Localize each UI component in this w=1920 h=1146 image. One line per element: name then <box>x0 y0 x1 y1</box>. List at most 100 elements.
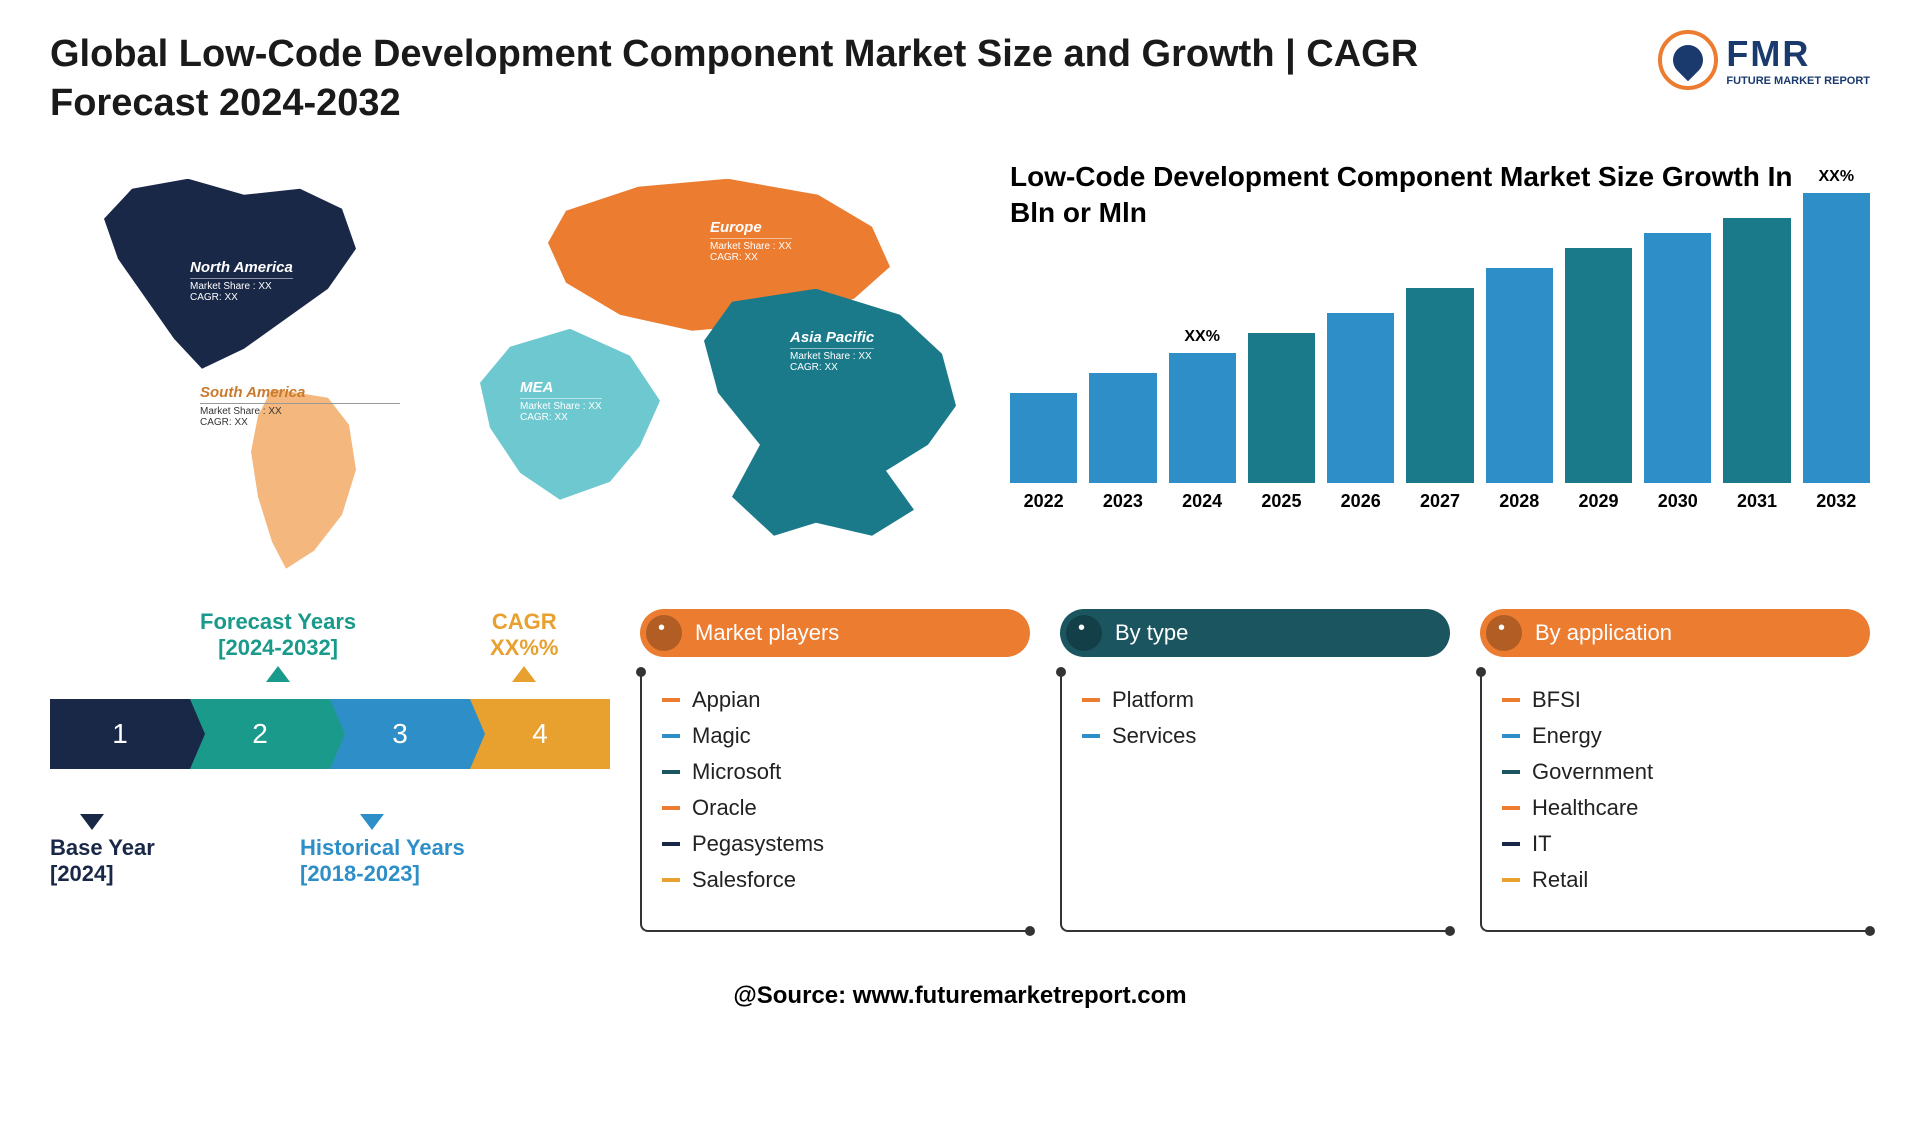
bullet-icon <box>1502 878 1520 882</box>
chart-bar <box>1248 333 1315 483</box>
bullet-icon <box>662 842 680 846</box>
source-attribution: @Source: www.futuremarketreport.com <box>50 982 1870 1010</box>
list-item-label: Energy <box>1532 723 1602 749</box>
tl-seg-2: 2 <box>190 699 330 769</box>
bullet-icon <box>662 734 680 738</box>
bar-year-label: 2027 <box>1420 491 1460 512</box>
bullet-icon <box>1502 770 1520 774</box>
bar-year-label: 2022 <box>1024 491 1064 512</box>
list-item-label: Oracle <box>692 795 757 821</box>
region-mea-name: MEA <box>520 379 602 396</box>
card-body: Platform Services <box>1060 672 1450 932</box>
list-item-label: BFSI <box>1532 687 1581 713</box>
card-body: Appian Magic Microsoft Oracle Pegasystems Sal… <box>640 672 1030 932</box>
bullet-icon <box>1082 698 1100 702</box>
chart-bar <box>1565 248 1632 483</box>
bar-year-label: 2032 <box>1816 491 1856 512</box>
bullet-icon <box>1502 734 1520 738</box>
list-item: IT <box>1502 831 1850 857</box>
chart-bar <box>1169 353 1236 483</box>
chart-bar <box>1644 233 1711 483</box>
header: Global Low-Code Development Component Ma… <box>50 30 1870 129</box>
card-header: Market players <box>640 609 1030 657</box>
list-item-label: IT <box>1532 831 1552 857</box>
bar-year-label: 2028 <box>1499 491 1539 512</box>
tl-seg-1: 1 <box>50 699 190 769</box>
logo-sub-text: FUTURE MARKET REPORT <box>1726 75 1870 87</box>
chart-bar <box>1723 218 1790 483</box>
card-by-type: By type Platform Services <box>1060 609 1450 932</box>
list-item: Retail <box>1502 867 1850 893</box>
list-item: Appian <box>662 687 1010 713</box>
bullet-icon <box>662 770 680 774</box>
bar-chart: Low-Code Development Component Market Si… <box>1010 149 1870 569</box>
page-title: Global Low-Code Development Component Ma… <box>50 30 1550 129</box>
list-item-label: Platform <box>1112 687 1194 713</box>
top-row: North AmericaMarket Share : XXCAGR: XX S… <box>50 149 1870 569</box>
logo-main-text: FMR <box>1726 33 1870 75</box>
list-item-label: Salesforce <box>692 867 796 893</box>
tl-seg-4: 4 <box>470 699 610 769</box>
logo-icon <box>1658 30 1718 90</box>
tl-seg-3: 3 <box>330 699 470 769</box>
timeline: Forecast Years[2024-2032] CAGRXX%% 1 2 3… <box>50 609 610 932</box>
list-item: Magic <box>662 723 1010 749</box>
list-item: Oracle <box>662 795 1010 821</box>
list-item: Energy <box>1502 723 1850 749</box>
list-item: BFSI <box>1502 687 1850 713</box>
bullet-icon <box>662 698 680 702</box>
bar-annotation: XX% <box>1818 168 1854 186</box>
world-map: North AmericaMarket Share : XXCAGR: XX S… <box>50 149 970 569</box>
bullet-icon <box>1502 842 1520 846</box>
bar-annotation: XX% <box>1184 328 1220 346</box>
card-body: BFSI Energy Government Healthcare IT Retail <box>1480 672 1870 932</box>
list-item: Salesforce <box>662 867 1010 893</box>
fmr-logo: FMR FUTURE MARKET REPORT <box>1658 30 1870 90</box>
list-item: Pegasystems <box>662 831 1010 857</box>
timeline-bar: 1 2 3 4 <box>50 699 610 769</box>
list-item-label: Retail <box>1532 867 1588 893</box>
card-by-application: By application BFSI Energy Government Healt… <box>1480 609 1870 932</box>
list-item: Platform <box>1082 687 1430 713</box>
list-item-label: Appian <box>692 687 761 713</box>
card-header: By type <box>1060 609 1450 657</box>
region-sa-name: South America <box>200 384 400 401</box>
bullet-icon <box>662 806 680 810</box>
forecast-label: Forecast Years[2024-2032] <box>200 609 356 687</box>
list-item-label: Healthcare <box>1532 795 1638 821</box>
chart-bar <box>1089 373 1156 483</box>
chart-bar <box>1803 193 1870 483</box>
bullet-icon <box>662 878 680 882</box>
bullet-icon <box>1502 806 1520 810</box>
list-item-label: Microsoft <box>692 759 781 785</box>
chart-bars: 2022 2023 XX% 2024 2025 2026 2027 2028 2029 2030 2… <box>1010 252 1870 512</box>
card-header: By application <box>1480 609 1870 657</box>
region-eu-name: Europe <box>710 219 792 236</box>
bar-year-label: 2029 <box>1578 491 1618 512</box>
list-item: Services <box>1082 723 1430 749</box>
bar-year-label: 2025 <box>1261 491 1301 512</box>
chart-bar <box>1486 268 1553 483</box>
bar-year-label: 2031 <box>1737 491 1777 512</box>
cagr-label: CAGRXX%% <box>490 609 558 687</box>
bar-year-label: 2026 <box>1341 491 1381 512</box>
bottom-row: Forecast Years[2024-2032] CAGRXX%% 1 2 3… <box>50 609 1870 932</box>
bullet-icon <box>1082 734 1100 738</box>
region-ap-name: Asia Pacific <box>790 329 874 346</box>
bar-year-label: 2024 <box>1182 491 1222 512</box>
list-item-label: Government <box>1532 759 1653 785</box>
bullet-icon <box>1502 698 1520 702</box>
bar-year-label: 2023 <box>1103 491 1143 512</box>
list-item: Microsoft <box>662 759 1010 785</box>
chart-bar <box>1406 288 1473 483</box>
list-item-label: Pegasystems <box>692 831 824 857</box>
list-item-label: Services <box>1112 723 1196 749</box>
chart-bar <box>1010 393 1077 483</box>
chart-bar <box>1327 313 1394 483</box>
region-na-name: North America <box>190 259 293 276</box>
base-year-label: Base Year[2024] <box>50 809 155 887</box>
bar-year-label: 2030 <box>1658 491 1698 512</box>
list-item: Healthcare <box>1502 795 1850 821</box>
list-item-label: Magic <box>692 723 751 749</box>
historical-label: Historical Years[2018-2023] <box>300 809 465 887</box>
